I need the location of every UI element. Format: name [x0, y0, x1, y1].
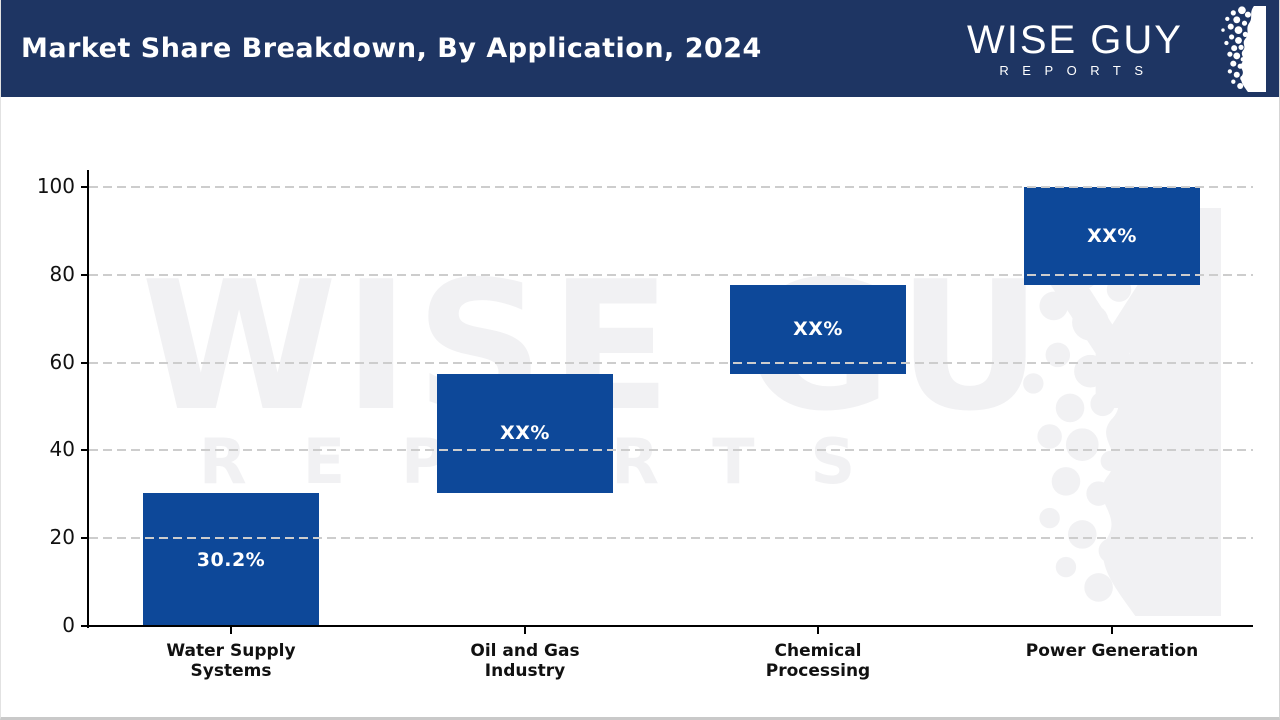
y-tick-label: 0: [62, 613, 75, 637]
header: Market Share Breakdown, By Application, …: [1, 0, 1279, 97]
x-tick-mark: [230, 627, 232, 634]
bar-value-label: XX%: [793, 318, 843, 341]
logo-wordmark-line2: REPORTS: [999, 62, 1157, 78]
x-tick-mark: [817, 627, 819, 634]
bar: XX%: [730, 285, 906, 374]
gridline: [89, 186, 1253, 188]
y-tick-label: 60: [49, 349, 75, 374]
bar: 30.2%: [143, 493, 319, 626]
logo-wordmark-line1: WISE GUY: [966, 17, 1183, 62]
x-tick-mark: [1111, 627, 1113, 634]
gridline: [89, 361, 1253, 364]
x-tick-label-line: Oil and Gas: [470, 641, 580, 661]
y-tick-label: 100: [36, 174, 75, 198]
x-tick-mark: [524, 627, 526, 634]
y-tick-label: 40: [49, 437, 75, 462]
y-tick-mark: [81, 361, 88, 364]
bar: XX%: [1024, 187, 1200, 286]
gridline: [89, 273, 1253, 276]
x-tick-label-line: Water Supply: [166, 641, 296, 661]
y-axis-line: [87, 170, 89, 628]
y-tick-mark: [81, 273, 88, 276]
logo-face-icon: [1221, 5, 1266, 92]
chart-title: Market Share Breakdown, By Application, …: [21, 33, 762, 64]
y-tick-mark: [81, 625, 88, 627]
y-tick-mark: [81, 186, 88, 188]
gridline: [89, 449, 1253, 452]
x-tick-label-line: Chemical: [774, 641, 862, 661]
logo-wordmark: WISE GUY REPORTS: [967, 20, 1183, 78]
x-tick-label: Chemical Processing: [703, 641, 933, 681]
y-tick-label: 80: [49, 261, 75, 286]
wise-guy-logo: WISE GUY REPORTS: [967, 0, 1267, 97]
y-tick-mark: [81, 537, 88, 540]
bar-value-label: XX%: [1087, 225, 1137, 248]
x-tick-label-line: Power Generation: [1025, 641, 1199, 661]
y-tick-mark: [81, 449, 88, 452]
x-tick-label-line: Systems: [190, 661, 272, 681]
x-tick-label: Oil and Gas Industry: [410, 641, 640, 681]
bar: XX%: [437, 373, 613, 494]
x-tick-label-line: Industry: [484, 661, 566, 681]
x-tick-label: Power Generation: [997, 641, 1227, 661]
x-tick-label: Water Supply Systems: [116, 641, 346, 681]
bar-value-label: XX%: [500, 422, 550, 445]
bar-value-label: 30.2%: [196, 548, 266, 571]
x-axis-line: [87, 625, 1253, 627]
gridline: [89, 537, 1253, 540]
y-tick-label: 20: [49, 525, 75, 550]
x-tick-label-line: Processing: [765, 661, 871, 681]
